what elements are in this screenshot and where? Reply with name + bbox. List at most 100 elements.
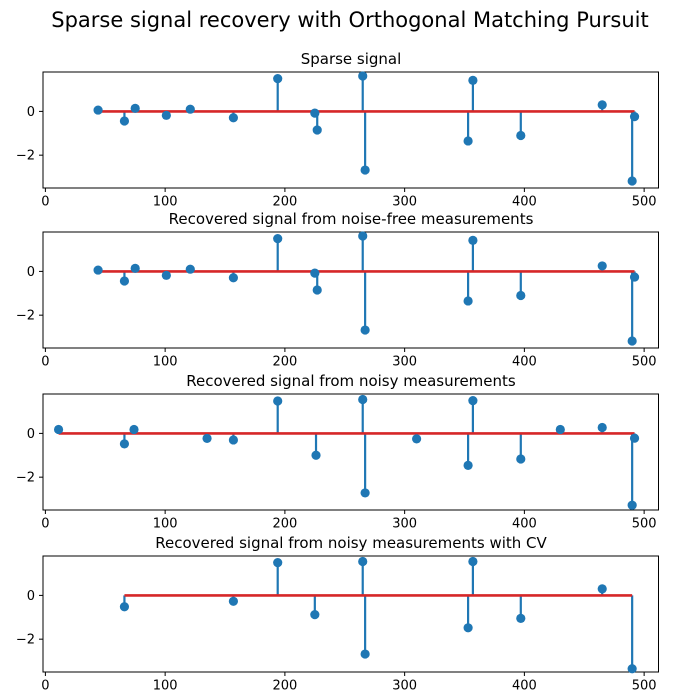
stem-marker xyxy=(119,438,130,449)
y-tick-label: −2 xyxy=(16,308,35,323)
x-tick-label: 500 xyxy=(632,516,657,531)
stem-marker xyxy=(468,235,478,245)
stem-marker xyxy=(310,108,320,118)
stem-marker xyxy=(627,175,637,186)
subplot-title: Sparse signal xyxy=(300,49,402,68)
stem-marker xyxy=(360,324,370,335)
figure-title: Sparse signal recovery with Orthogonal M… xyxy=(51,8,649,32)
subplot-title: Recovered signal from noise-free measure… xyxy=(168,209,534,228)
x-tick-label: 200 xyxy=(272,354,297,369)
stem-marker xyxy=(161,270,171,280)
stem-marker xyxy=(310,609,320,619)
x-tick-label: 300 xyxy=(392,194,417,209)
stem-marker xyxy=(312,124,322,135)
stem-marker xyxy=(463,622,473,632)
stem-marker xyxy=(597,422,607,432)
stem-marker xyxy=(463,460,473,470)
y-tick-label: −2 xyxy=(16,632,35,647)
stem-marker xyxy=(468,556,478,566)
y-tick-label: 0 xyxy=(27,588,35,603)
stem-marker xyxy=(468,395,478,405)
stem-marker xyxy=(629,433,640,443)
stem-marker xyxy=(358,230,368,241)
stem-marker xyxy=(310,268,320,278)
stem-marker xyxy=(119,115,130,126)
stem-marker xyxy=(53,424,64,434)
stem-marker xyxy=(161,110,171,120)
stem-marker xyxy=(627,663,637,673)
x-tick-label: 100 xyxy=(153,354,178,369)
stem-marker xyxy=(119,275,130,286)
stem-marker xyxy=(463,295,473,306)
stem-marker xyxy=(627,500,637,510)
x-tick-label: 0 xyxy=(41,678,49,693)
stem-marker xyxy=(597,260,607,271)
x-tick-label: 200 xyxy=(272,678,297,693)
stem-marker xyxy=(93,264,103,275)
x-tick-label: 0 xyxy=(41,354,49,369)
stem-marker xyxy=(228,112,238,122)
stem-marker xyxy=(358,394,368,404)
stem-marker xyxy=(228,596,238,606)
stem-marker xyxy=(463,135,473,146)
x-tick-label: 400 xyxy=(512,194,537,209)
stem-marker xyxy=(130,263,140,273)
x-tick-label: 100 xyxy=(153,678,178,693)
stem-marker xyxy=(358,70,368,81)
axes-frame xyxy=(42,231,659,348)
stem-marker xyxy=(130,103,140,113)
x-tick-label: 400 xyxy=(512,354,537,369)
stem-plot-sparse-signal: 0 100 200 300 400 500 0 −2 xyxy=(16,70,659,209)
stem-marker xyxy=(516,290,526,300)
stem-marker xyxy=(273,73,283,83)
stem-marker xyxy=(360,164,370,175)
subplot-title: Recovered signal from noisy measurements… xyxy=(155,533,547,552)
x-tick-label: 500 xyxy=(632,354,657,369)
stem-marker xyxy=(516,130,526,140)
x-tick-label: 300 xyxy=(392,678,417,693)
stem-marker xyxy=(228,434,238,445)
x-tick-label: 500 xyxy=(632,678,657,693)
subplot-recovered-noise-free: 0 100 200 300 400 500 0 −2 Recovered signal fro… xyxy=(0,206,700,372)
axes-frame xyxy=(42,71,659,188)
stem-marker xyxy=(202,433,212,443)
x-tick-label: 0 xyxy=(41,516,49,531)
y-tick-label: 0 xyxy=(27,426,35,441)
y-tick-label: −2 xyxy=(16,148,35,163)
subplot-recovered-noisy: 0 100 200 300 400 500 0 −2 Recovered signal fro… xyxy=(0,368,700,534)
stem-marker xyxy=(360,487,370,498)
stem-marker xyxy=(516,453,526,464)
x-tick-label: 300 xyxy=(392,354,417,369)
x-tick-label: 100 xyxy=(153,516,178,531)
subplot-sparse-signal: 0 100 200 300 400 500 0 −2 Sparse signal xyxy=(0,46,700,212)
stem-marker xyxy=(312,284,322,295)
stem-marker xyxy=(360,648,370,659)
axes-frame xyxy=(42,393,659,510)
y-tick-label: −2 xyxy=(16,470,35,485)
stem-marker xyxy=(555,424,565,434)
x-tick-label: 200 xyxy=(272,194,297,209)
stem-marker xyxy=(627,335,637,346)
stem-plot-noisy-cv: 0 100 200 300 400 500 0 −2 xyxy=(16,555,659,693)
y-tick-label: 0 xyxy=(27,104,35,119)
stem-marker xyxy=(468,75,478,85)
stem-marker xyxy=(273,395,283,406)
stem-marker xyxy=(119,601,130,611)
stem-marker xyxy=(597,99,607,109)
stem-marker xyxy=(311,450,321,460)
stem-marker xyxy=(129,424,139,434)
x-tick-label: 0 xyxy=(41,194,49,209)
stem-plot-noise-free: 0 100 200 300 400 500 0 −2 xyxy=(16,230,659,369)
stem-marker xyxy=(629,271,640,282)
x-tick-label: 100 xyxy=(153,194,178,209)
stem-marker xyxy=(629,111,640,121)
x-tick-label: 300 xyxy=(392,516,417,531)
stem-marker xyxy=(185,264,195,274)
x-tick-label: 200 xyxy=(272,516,297,531)
subplot-recovered-noisy-cv: 0 100 200 300 400 500 0 −2 Recovered signal fro… xyxy=(0,530,700,696)
stem-marker xyxy=(273,233,283,243)
stem-plot-noisy: 0 100 200 300 400 500 0 −2 xyxy=(16,393,659,531)
stem-marker xyxy=(597,583,607,593)
x-tick-label: 500 xyxy=(632,194,657,209)
